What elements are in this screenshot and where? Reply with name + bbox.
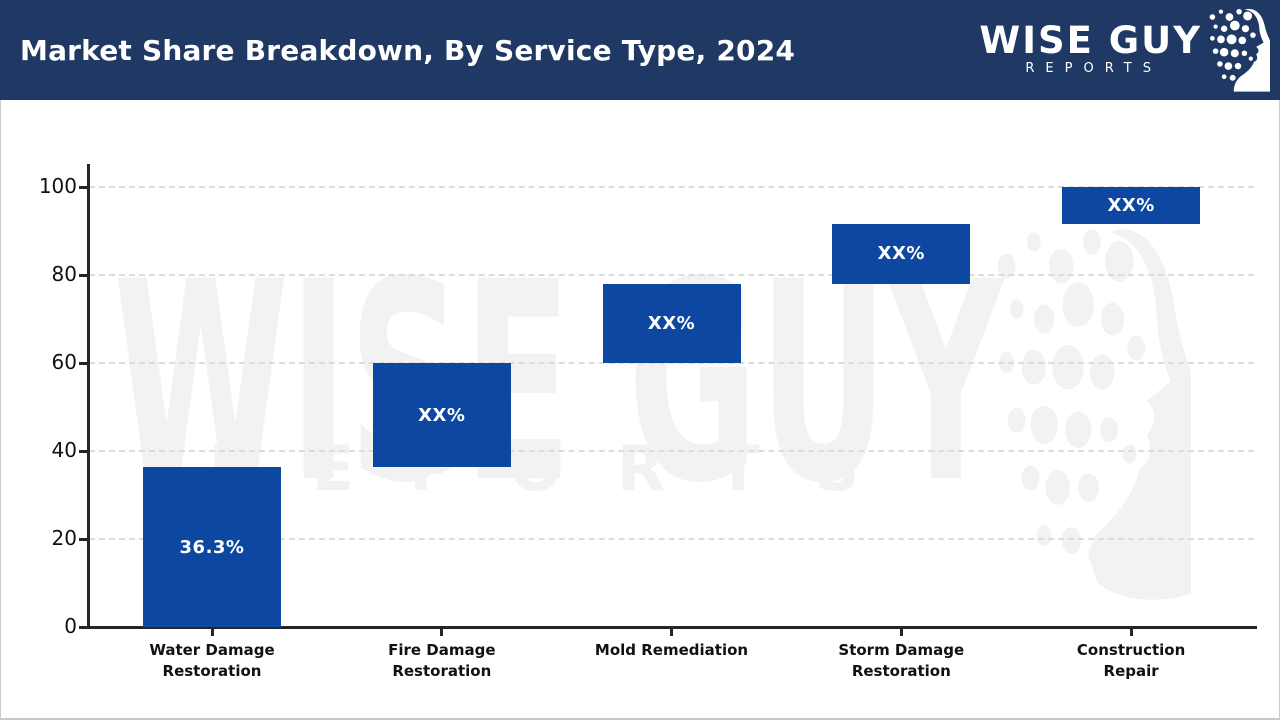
x-axis-tick xyxy=(210,629,214,636)
logo-subtitle: REPORTS xyxy=(1025,61,1162,77)
y-axis-tick-label: 60 xyxy=(51,350,77,374)
y-axis-tick xyxy=(79,361,88,365)
wise-guy-reports-logo: WISE GUY REPORTS xyxy=(979,6,1270,92)
y-axis-tick-label: 20 xyxy=(51,526,77,550)
bar-segment: XX% xyxy=(832,223,971,284)
gridline xyxy=(89,538,1254,540)
bar-value-label: XX% xyxy=(647,312,696,334)
bar-value-label: XX% xyxy=(418,404,466,426)
gridline xyxy=(89,186,1254,188)
watermark-subtitle: REPORTS xyxy=(209,432,915,505)
y-axis-line xyxy=(87,164,90,629)
x-axis-category-label: Fire Damage Restoration xyxy=(388,641,496,680)
gridline xyxy=(89,450,1254,452)
y-axis-tick-label: 80 xyxy=(51,262,77,286)
y-axis-tick-label: 100 xyxy=(38,174,77,198)
x-axis-tick xyxy=(1129,629,1133,636)
bar-value-label: XX% xyxy=(877,243,925,265)
x-axis-category-label: Water Damage Restoration xyxy=(149,641,275,680)
y-axis-tick xyxy=(79,537,88,541)
bar-segment: XX% xyxy=(1062,187,1201,224)
x-axis-category-label: Mold Remediation xyxy=(594,641,749,659)
y-axis-tick xyxy=(79,273,88,277)
bar-value-label: XX% xyxy=(1107,194,1155,216)
x-axis-line xyxy=(84,626,1257,629)
x-axis-tick xyxy=(670,629,673,636)
x-axis-category-label: Construction Repair xyxy=(1076,641,1186,680)
chart-area: WISE GUY REPORTS xyxy=(0,100,1280,720)
y-axis-tick-label: 40 xyxy=(51,438,77,462)
logo-text: WISE GUY REPORTS xyxy=(979,18,1202,77)
chart-title: Market Share Breakdown, By Service Type,… xyxy=(20,33,796,67)
y-axis-tick xyxy=(79,185,88,189)
logo-wordmark: WISE GUY xyxy=(979,18,1202,62)
x-axis-tick xyxy=(440,629,444,636)
y-axis-tick-label: 0 xyxy=(64,614,77,638)
bar-segment: 36.3% xyxy=(143,467,281,627)
bar-segment: XX% xyxy=(372,363,511,468)
x-axis-category-label: Storm Damage Restoration xyxy=(838,641,965,680)
x-axis-tick xyxy=(899,629,903,636)
y-axis-tick xyxy=(79,449,88,453)
wise-guy-head-icon xyxy=(1209,8,1270,92)
bar-segment: XX% xyxy=(602,283,741,363)
bar-value-label: 36.3% xyxy=(179,536,245,558)
y-axis-tick xyxy=(79,625,88,629)
gridline xyxy=(89,362,1254,364)
gridline xyxy=(89,274,1254,276)
header-bar: Market Share Breakdown, By Service Type,… xyxy=(0,0,1280,100)
